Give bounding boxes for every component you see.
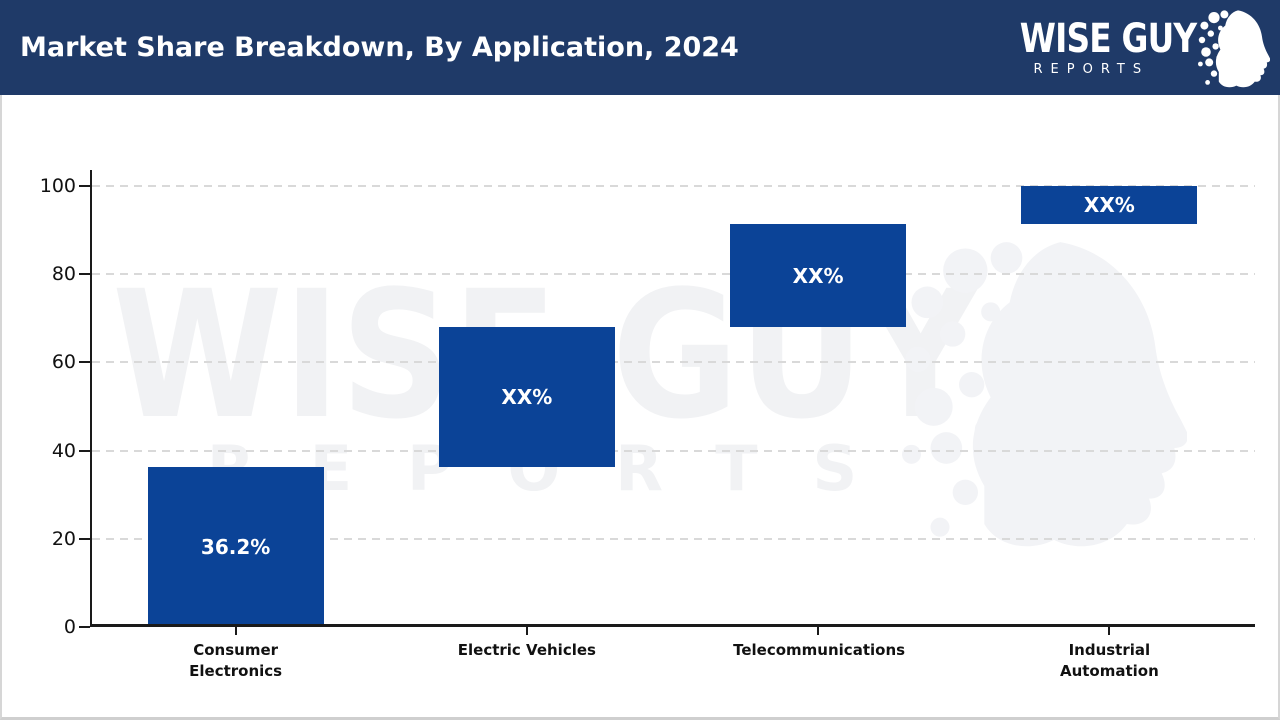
waterfall-chart: 0 20 40 60 80 100 36.2% Consumer Electronics XX%… [40,170,1255,680]
bar-segment: XX% [1021,186,1198,224]
gridline [92,361,1255,364]
bar-value-label: XX% [1083,192,1135,217]
bar-segment: XX% [438,327,615,468]
gridline [92,273,1255,276]
gridline [92,185,1255,187]
brand-logo-text: WISE GUY REPORTS [981,19,1196,77]
watermark-head-graphic [902,242,1187,547]
bar-segment: XX% [730,223,907,328]
x-tick-mark [525,627,528,635]
y-axis-line [90,170,92,627]
brand-logo: WISE GUY REPORTS [981,6,1270,90]
bar-value-label: 36.2% [200,535,271,560]
bar-value-label: XX% [501,385,553,410]
gridline [92,449,1255,452]
y-tick-mark [79,449,90,452]
y-tick-mark [79,361,90,364]
y-tick-label: 0 [63,616,76,638]
y-tick-mark [79,537,90,540]
gridline [92,537,1255,540]
x-category-label: Consumer Electronics [189,641,283,680]
brand-head-icon [1198,9,1270,87]
brand-name: WISE GUY [1019,15,1196,62]
y-tick-label: 80 [51,263,76,286]
bar-value-label: XX% [792,263,844,288]
y-tick-mark [79,185,90,187]
y-tick-label: 60 [51,351,76,374]
x-tick-mark [817,627,820,635]
x-category-label: Industrial Automation [1059,641,1159,680]
page-title: Market Share Breakdown, By Application, … [20,32,739,63]
x-category-label: Telecommunications [733,641,906,659]
header-bar: Market Share Breakdown, By Application, … [0,0,1280,95]
y-tick-label: 20 [51,527,76,550]
y-tick-mark [79,626,90,628]
bar-segment: 36.2% [147,467,324,627]
x-category-label: Electric Vehicles [457,641,596,659]
x-tick-mark [1108,627,1111,635]
y-tick-label: 40 [51,439,76,462]
x-tick-mark [234,627,237,635]
brand-subname: REPORTS [1033,61,1150,77]
y-tick-label: 100 [39,175,76,197]
x-axis-line [90,624,1255,627]
y-tick-mark [79,273,90,276]
